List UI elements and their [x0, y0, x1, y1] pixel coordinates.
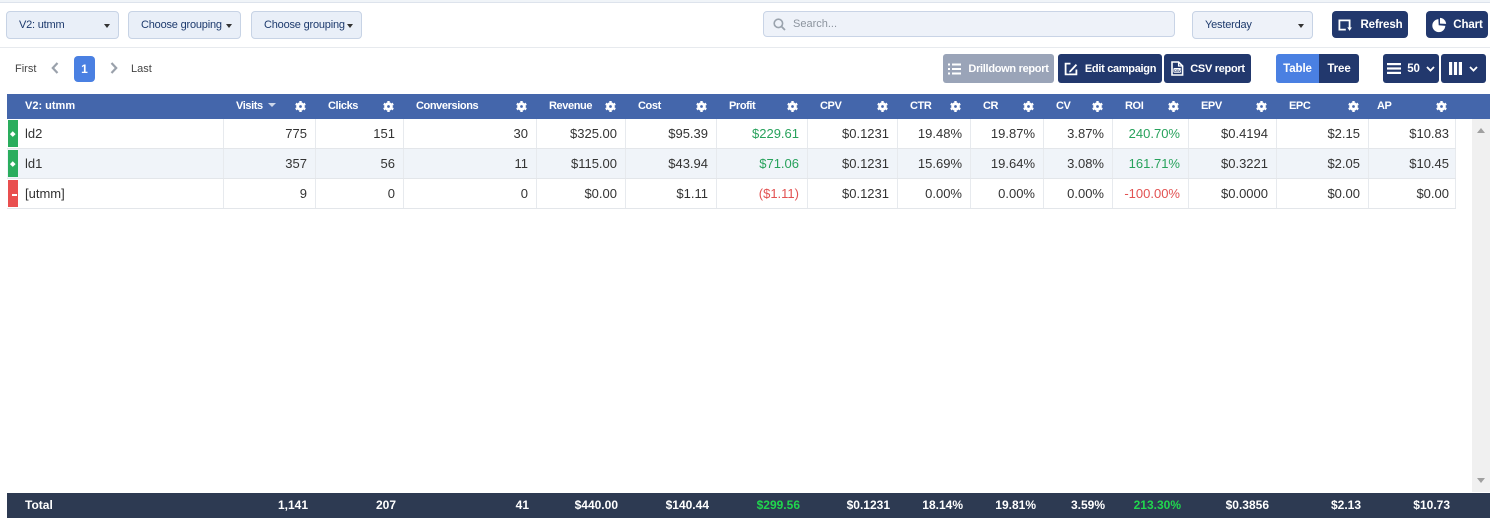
svg-text:CSV: CSV — [1174, 69, 1182, 73]
